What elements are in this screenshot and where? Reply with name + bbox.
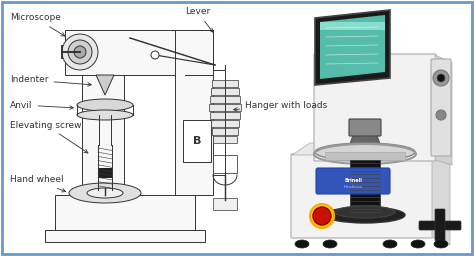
Ellipse shape (411, 240, 425, 248)
FancyBboxPatch shape (211, 88, 239, 95)
Text: Hanger with loads: Hanger with loads (234, 101, 327, 111)
Text: Hand wheel: Hand wheel (10, 176, 65, 192)
FancyBboxPatch shape (314, 54, 436, 161)
Ellipse shape (335, 206, 395, 218)
Polygon shape (320, 15, 385, 79)
Text: Brinell: Brinell (344, 178, 362, 184)
FancyBboxPatch shape (419, 221, 461, 230)
Circle shape (436, 110, 446, 120)
FancyBboxPatch shape (211, 120, 239, 127)
Circle shape (437, 74, 445, 82)
Polygon shape (315, 10, 390, 85)
FancyBboxPatch shape (431, 59, 451, 156)
Text: Microscope: Microscope (10, 14, 65, 36)
Polygon shape (345, 130, 385, 158)
FancyBboxPatch shape (98, 168, 112, 178)
Text: Hardness: Hardness (344, 185, 363, 189)
Circle shape (310, 204, 334, 228)
Ellipse shape (87, 188, 123, 198)
Ellipse shape (77, 110, 133, 120)
FancyBboxPatch shape (349, 119, 381, 136)
FancyBboxPatch shape (325, 152, 405, 160)
Polygon shape (432, 155, 450, 245)
FancyBboxPatch shape (320, 22, 385, 30)
FancyBboxPatch shape (175, 30, 213, 195)
FancyBboxPatch shape (212, 128, 238, 135)
FancyBboxPatch shape (350, 160, 380, 215)
Circle shape (180, 63, 190, 73)
Text: Lever: Lever (185, 7, 213, 32)
FancyBboxPatch shape (213, 198, 237, 210)
Text: Elevating screw: Elevating screw (10, 121, 88, 153)
FancyBboxPatch shape (210, 112, 240, 119)
FancyBboxPatch shape (213, 155, 237, 173)
Ellipse shape (323, 240, 337, 248)
Ellipse shape (315, 143, 415, 161)
FancyBboxPatch shape (212, 80, 238, 87)
FancyBboxPatch shape (210, 96, 240, 103)
FancyBboxPatch shape (82, 70, 124, 198)
Circle shape (433, 70, 449, 86)
Circle shape (74, 46, 86, 58)
FancyBboxPatch shape (183, 120, 211, 162)
FancyBboxPatch shape (213, 136, 237, 143)
Ellipse shape (77, 99, 133, 111)
Ellipse shape (434, 240, 448, 248)
Text: Indenter: Indenter (10, 76, 91, 86)
Polygon shape (292, 143, 450, 155)
FancyBboxPatch shape (316, 168, 390, 194)
Circle shape (313, 207, 331, 225)
FancyBboxPatch shape (55, 195, 195, 235)
FancyBboxPatch shape (435, 209, 445, 241)
FancyBboxPatch shape (2, 2, 472, 254)
Circle shape (62, 34, 98, 70)
FancyBboxPatch shape (291, 154, 433, 238)
Ellipse shape (325, 207, 405, 223)
Text: Anvil: Anvil (10, 101, 73, 110)
FancyBboxPatch shape (65, 30, 185, 75)
Ellipse shape (295, 240, 309, 248)
Text: B: B (193, 136, 201, 146)
Ellipse shape (69, 183, 141, 203)
Circle shape (151, 51, 159, 59)
Polygon shape (435, 55, 452, 165)
Circle shape (68, 40, 92, 64)
Ellipse shape (383, 240, 397, 248)
FancyBboxPatch shape (209, 104, 241, 111)
FancyBboxPatch shape (45, 230, 205, 242)
Polygon shape (96, 75, 114, 95)
